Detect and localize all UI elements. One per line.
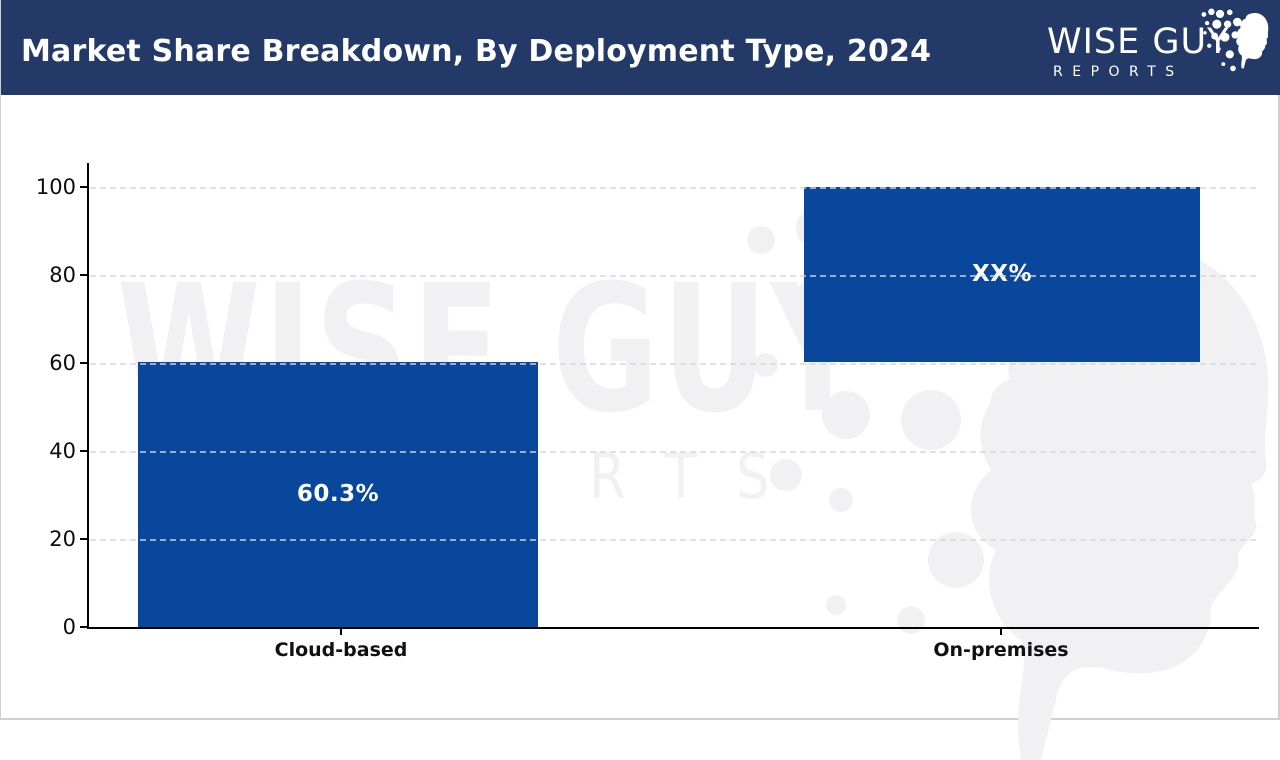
x-tick-mark <box>1000 629 1002 635</box>
gridline <box>90 451 1256 453</box>
watermark-letter: S <box>736 440 770 513</box>
y-tick-mark <box>80 450 88 452</box>
y-tick-mark <box>80 362 88 364</box>
y-tick-label: 100 <box>35 175 76 199</box>
y-tick-mark <box>80 186 88 188</box>
bar-on-premises: XX% <box>804 187 1200 362</box>
logo-reports-text: REPORTS <box>1053 64 1184 80</box>
logo-dotted-head-icon <box>1201 8 1269 72</box>
wise-guy-reports-logo: WISE GUY REPORTS <box>1013 6 1269 90</box>
y-tick-label: 0 <box>62 615 76 639</box>
y-tick-label: 80 <box>49 263 76 287</box>
y-tick-label: 60 <box>49 351 76 375</box>
bar-value-label: XX% <box>971 261 1032 288</box>
gridline <box>90 363 1256 365</box>
y-tick-mark <box>80 538 88 540</box>
y-axis-line <box>87 163 89 629</box>
x-axis-line <box>87 627 1259 629</box>
gridline <box>90 187 1256 189</box>
watermark-letter: R <box>589 440 626 513</box>
x-axis-label-cloud-based: Cloud-based <box>274 639 408 661</box>
y-tick-label: 40 <box>49 439 76 463</box>
gridline <box>90 275 1256 277</box>
header-banner: Market Share Breakdown, By Deployment Ty… <box>1 0 1280 95</box>
y-tick-label: 20 <box>49 527 76 551</box>
watermark-letter: T <box>664 440 697 513</box>
bar-value-label: 60.3% <box>296 481 380 508</box>
bar-chart: 0 20 40 60 80 100 60.3% XX% Cloud-based On-pr… <box>1 0 1278 718</box>
y-tick-mark <box>80 274 88 276</box>
gridline <box>90 539 1256 541</box>
x-tick-mark <box>340 629 342 635</box>
x-axis-label-on-premises: On-premises <box>933 639 1069 661</box>
logo-wiseguy-text: WISE GUY <box>1047 22 1230 62</box>
y-tick-mark <box>80 626 88 628</box>
chart-title: Market Share Breakdown, By Deployment Ty… <box>21 34 932 69</box>
bar-cloud-based: 60.3% <box>138 361 538 627</box>
watermark-reports-letters: R T S <box>589 446 769 508</box>
